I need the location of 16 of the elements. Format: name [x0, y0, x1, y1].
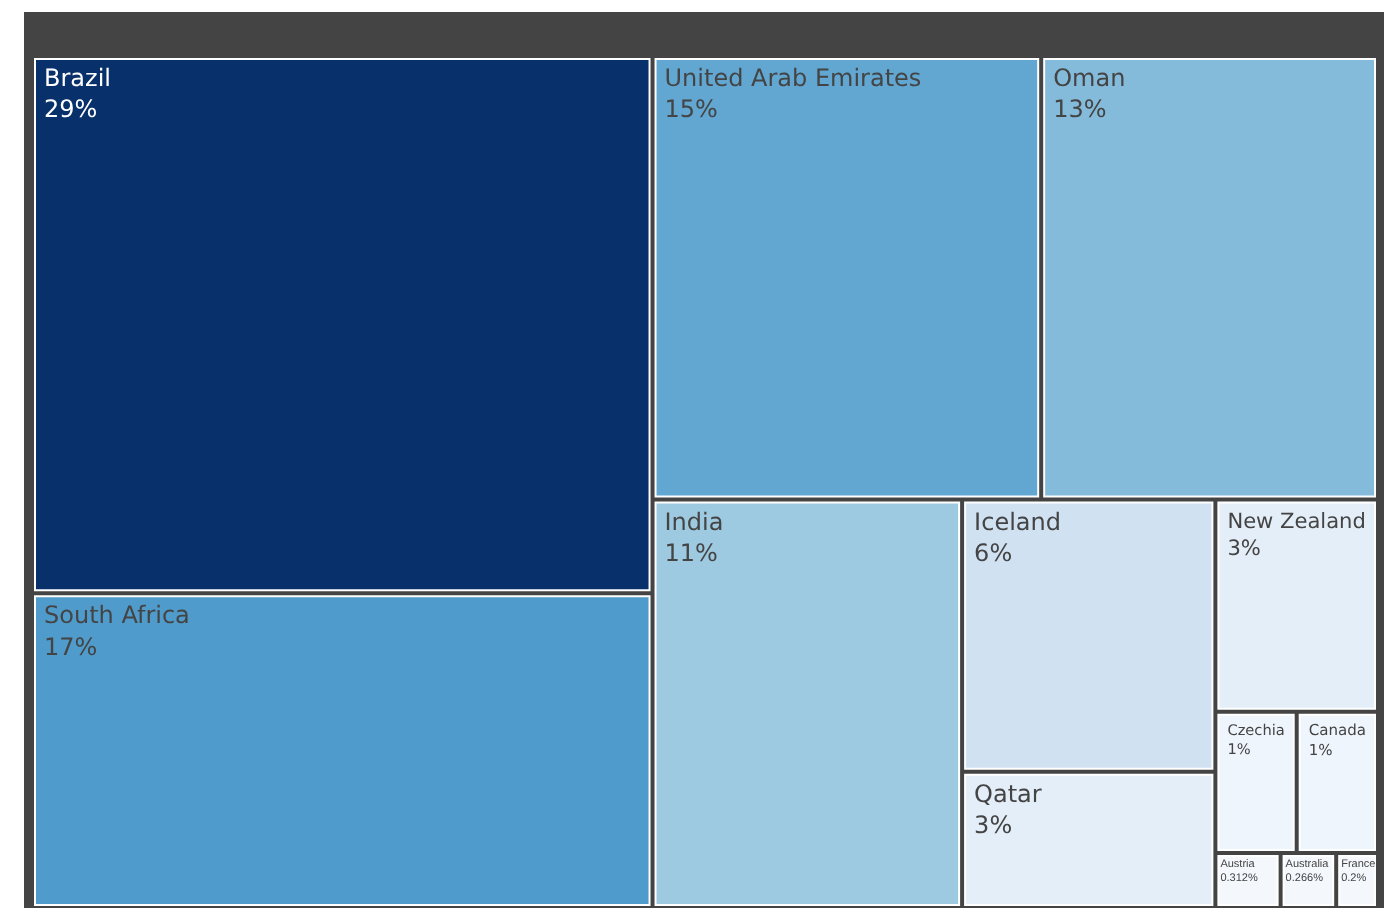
data-label: 6% [974, 539, 1013, 568]
data-label: 15% [664, 95, 718, 124]
category-label: South Africa [44, 601, 190, 630]
category-label: Oman [1053, 64, 1126, 93]
data-label: 17% [44, 632, 98, 661]
data-label: 13% [1053, 95, 1107, 124]
category-label: United Arab Emirates [664, 64, 922, 93]
category-label: India [664, 507, 724, 536]
category-label: New Zealand [1227, 509, 1366, 534]
category-label: Iceland [974, 507, 1061, 536]
category-label: Brazil [44, 64, 111, 93]
data-label: 29% [44, 95, 98, 124]
category-label: Qatar [974, 780, 1042, 809]
data-label: 3% [974, 811, 1013, 840]
data-label: 11% [664, 539, 718, 568]
data-label: 3% [1227, 537, 1261, 562]
